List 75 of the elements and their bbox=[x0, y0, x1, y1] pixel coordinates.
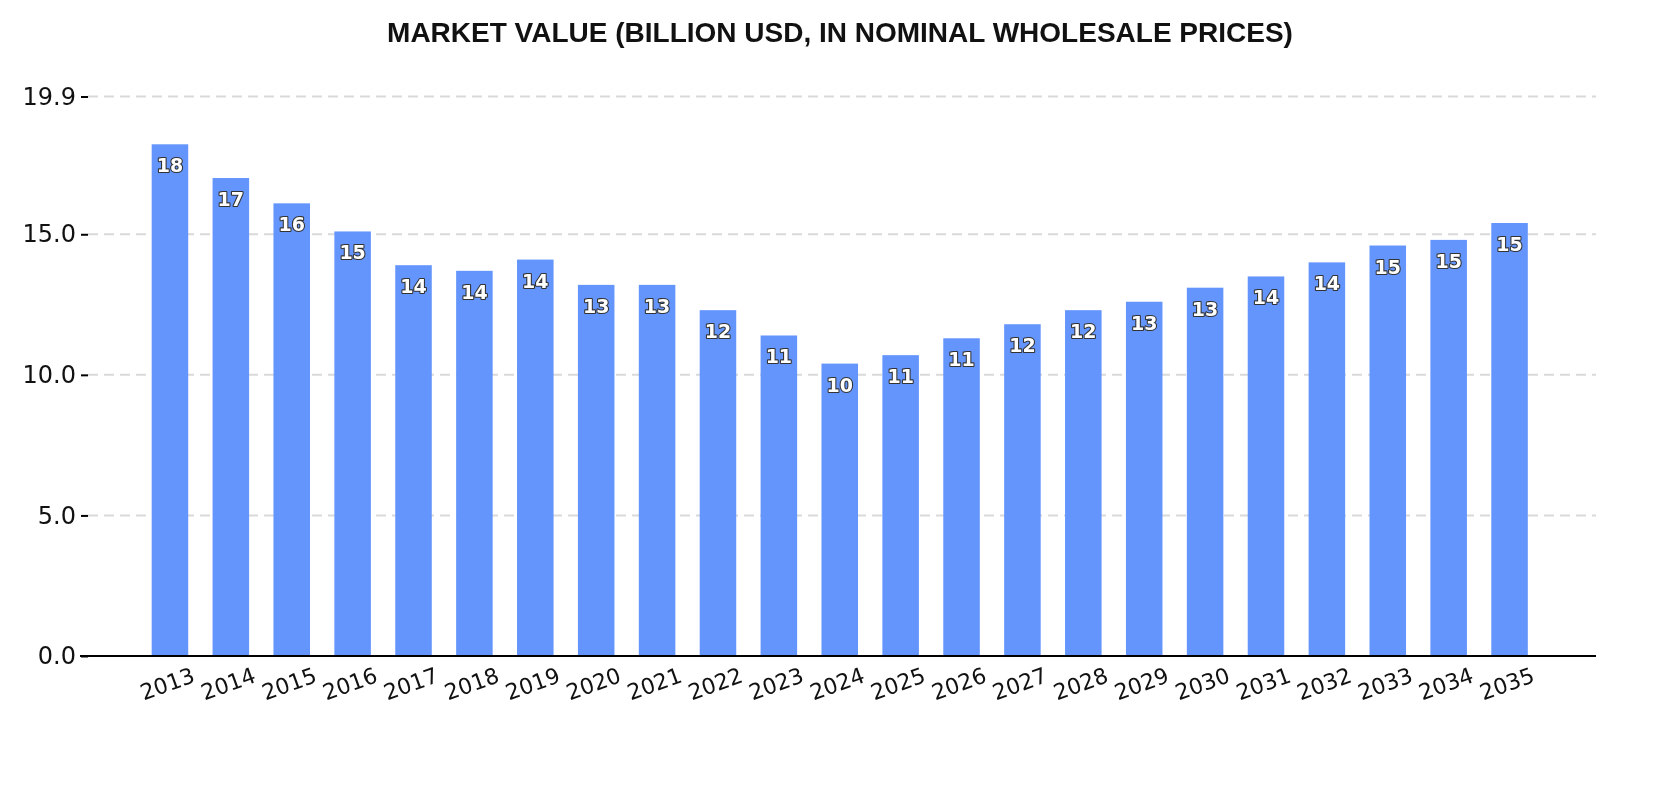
bar bbox=[212, 178, 250, 656]
x-tick-label: 2031 bbox=[1232, 662, 1295, 706]
bar bbox=[1369, 245, 1407, 656]
x-tick-label: 2022 bbox=[684, 662, 746, 706]
bar bbox=[1491, 223, 1528, 656]
x-tick-label: 2025 bbox=[867, 662, 929, 706]
bar bbox=[638, 284, 676, 656]
x-tick-label: 2018 bbox=[441, 662, 503, 706]
x-tick-label: 2024 bbox=[806, 662, 868, 706]
y-tick-label: 15.0 bbox=[22, 220, 76, 249]
x-tick-label: 2019 bbox=[502, 662, 564, 706]
bar bbox=[1004, 324, 1041, 656]
bar bbox=[1186, 287, 1224, 656]
x-tick-label: 2016 bbox=[319, 662, 381, 706]
data-label: 13 bbox=[643, 294, 671, 317]
data-label: 13 bbox=[582, 294, 610, 317]
x-tick-label: 2032 bbox=[1293, 662, 1355, 706]
x-tick-label: 2023 bbox=[745, 662, 807, 706]
bar bbox=[1308, 262, 1346, 656]
x-tick-label: 2026 bbox=[928, 662, 990, 706]
data-label: 14 bbox=[400, 275, 427, 298]
x-tick-label: 2035 bbox=[1476, 662, 1538, 706]
data-label: 11 bbox=[765, 345, 793, 368]
x-tick-label: 2013 bbox=[136, 662, 198, 706]
bar bbox=[577, 284, 615, 656]
bar bbox=[1430, 239, 1467, 656]
bar bbox=[395, 265, 432, 656]
bar bbox=[1125, 301, 1163, 656]
data-label: 15 bbox=[339, 241, 366, 264]
x-tick-label: 2029 bbox=[1111, 662, 1173, 706]
bar bbox=[517, 259, 554, 656]
data-label: 17 bbox=[217, 188, 245, 211]
x-tick-label: 2014 bbox=[197, 662, 259, 706]
bar bbox=[334, 231, 371, 656]
y-tick-label: 10.0 bbox=[22, 361, 76, 390]
data-label: 12 bbox=[1070, 320, 1097, 343]
data-label: 14 bbox=[522, 269, 549, 292]
x-tick-label: 2030 bbox=[1171, 662, 1234, 706]
data-label: 14 bbox=[461, 280, 488, 303]
y-tick-label: 5.0 bbox=[37, 501, 76, 530]
data-label: 14 bbox=[1252, 286, 1280, 309]
x-tick-label: 2034 bbox=[1415, 662, 1477, 706]
bar bbox=[882, 355, 919, 656]
data-label: 14 bbox=[1313, 272, 1341, 295]
data-label: 15 bbox=[1496, 233, 1523, 256]
data-label: 12 bbox=[1009, 334, 1036, 357]
data-label: 15 bbox=[1435, 249, 1462, 272]
x-tick-label: 2020 bbox=[563, 662, 625, 706]
x-tick-label: 2027 bbox=[989, 662, 1051, 706]
data-label: 13 bbox=[1130, 311, 1158, 334]
y-tick-label: 0.0 bbox=[37, 642, 76, 671]
data-label: 13 bbox=[1191, 297, 1219, 320]
data-label: 12 bbox=[704, 320, 732, 343]
data-label: 11 bbox=[887, 365, 914, 388]
x-tick-label: 2015 bbox=[258, 662, 320, 706]
bar bbox=[1065, 310, 1102, 656]
data-label: 10 bbox=[826, 373, 853, 396]
bar bbox=[699, 310, 737, 656]
x-tick-label: 2028 bbox=[1050, 662, 1112, 706]
data-label: 16 bbox=[278, 213, 305, 236]
data-label: 11 bbox=[948, 348, 975, 371]
chart-title: MARKET VALUE (BILLION USD, IN NOMINAL WHOLESALE PRICES) bbox=[387, 17, 1293, 48]
bar bbox=[456, 270, 493, 656]
bar bbox=[943, 338, 980, 656]
bar bbox=[760, 335, 798, 656]
data-label: 15 bbox=[1374, 255, 1401, 278]
data-label: 18 bbox=[156, 154, 184, 177]
bar bbox=[151, 144, 189, 656]
x-tick-label: 2033 bbox=[1354, 662, 1416, 706]
bar bbox=[821, 363, 859, 656]
bar bbox=[273, 203, 310, 656]
y-tick-label: 19.9 bbox=[22, 82, 76, 111]
x-tick-label: 2017 bbox=[380, 662, 442, 706]
x-tick-label: 2021 bbox=[623, 662, 686, 706]
bar bbox=[1247, 276, 1285, 656]
